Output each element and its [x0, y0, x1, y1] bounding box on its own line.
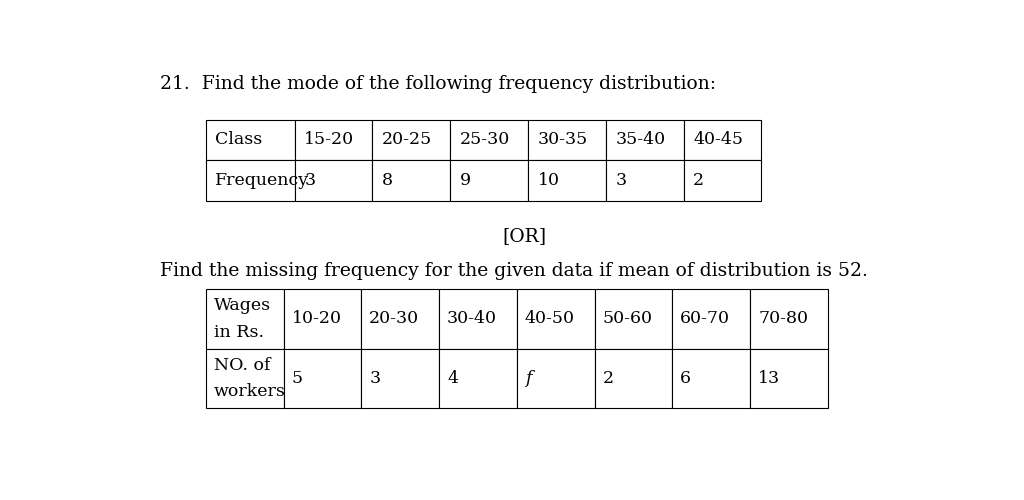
Bar [751, 289, 828, 349]
Bar [673, 289, 751, 349]
Text: f: f [524, 370, 531, 387]
Text: 3: 3 [304, 172, 315, 189]
Text: 70-80: 70-80 [758, 310, 808, 328]
Text: in Rs.: in Rs. [214, 324, 264, 340]
Bar [361, 289, 439, 349]
Bar [361, 349, 439, 408]
Text: 2: 2 [693, 172, 705, 189]
Bar [295, 120, 373, 160]
Text: 20-25: 20-25 [382, 132, 432, 148]
Text: 10: 10 [538, 172, 559, 189]
Text: 5: 5 [292, 370, 303, 387]
Text: 4: 4 [447, 370, 458, 387]
Text: 40-45: 40-45 [693, 132, 743, 148]
Bar [517, 289, 595, 349]
Text: [OR]: [OR] [503, 228, 547, 246]
Text: 60-70: 60-70 [680, 310, 730, 328]
Bar [206, 289, 284, 349]
Bar [528, 160, 606, 200]
Text: Class: Class [215, 132, 262, 148]
Bar [284, 289, 361, 349]
Text: 15-20: 15-20 [304, 132, 354, 148]
Bar [595, 349, 673, 408]
Bar [451, 160, 528, 200]
Bar [206, 160, 295, 200]
Text: 13: 13 [758, 370, 780, 387]
Bar [373, 120, 451, 160]
Text: 25-30: 25-30 [460, 132, 510, 148]
Text: 21.  Find the mode of the following frequency distribution:: 21. Find the mode of the following frequ… [160, 76, 716, 94]
Bar [451, 120, 528, 160]
Text: 9: 9 [460, 172, 471, 189]
Bar [439, 289, 517, 349]
Bar [373, 160, 451, 200]
Text: 40-50: 40-50 [524, 310, 574, 328]
Bar [684, 120, 761, 160]
Text: Wages: Wages [214, 298, 270, 314]
Bar [528, 120, 606, 160]
Text: 10-20: 10-20 [292, 310, 341, 328]
Text: 6: 6 [680, 370, 691, 387]
Bar [606, 160, 684, 200]
Text: 3: 3 [370, 370, 380, 387]
Text: 30-35: 30-35 [538, 132, 588, 148]
Bar [295, 160, 373, 200]
Bar [684, 160, 761, 200]
Text: 50-60: 50-60 [602, 310, 652, 328]
Text: Frequency: Frequency [215, 172, 309, 189]
Text: 30-40: 30-40 [447, 310, 497, 328]
Text: Find the missing frequency for the given data if mean of distribution is 52.: Find the missing frequency for the given… [160, 262, 867, 280]
Text: 3: 3 [615, 172, 627, 189]
Bar [673, 349, 751, 408]
Bar [751, 349, 828, 408]
Bar [595, 289, 673, 349]
Text: 8: 8 [382, 172, 393, 189]
Bar [284, 349, 361, 408]
Bar [517, 349, 595, 408]
Bar [206, 120, 295, 160]
Text: 35-40: 35-40 [615, 132, 666, 148]
Text: 20-30: 20-30 [370, 310, 420, 328]
Text: 2: 2 [602, 370, 613, 387]
Text: NO. of: NO. of [214, 357, 270, 374]
Bar [439, 349, 517, 408]
Text: workers: workers [214, 383, 286, 400]
Bar [206, 349, 284, 408]
Bar [606, 120, 684, 160]
